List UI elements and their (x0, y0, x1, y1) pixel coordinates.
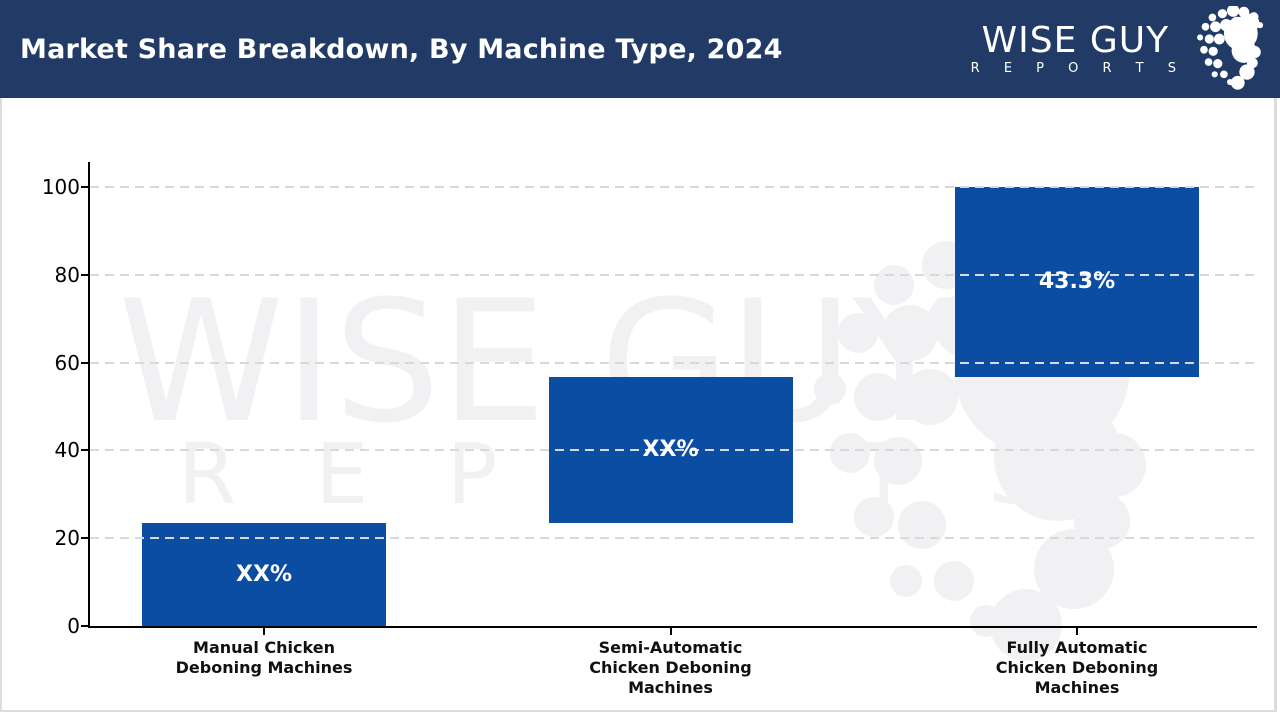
x-category-label-line: Machines (1034, 678, 1120, 697)
y-tick-label: 40 (54, 438, 80, 463)
x-category-label-line: Semi-Automatic (598, 638, 743, 657)
gridline (90, 273, 1257, 276)
x-category-label-line: Machines (628, 678, 713, 697)
y-tick-mark (81, 625, 89, 627)
page-title: Market Share Breakdown, By Machine Type,… (20, 33, 783, 65)
bar-value-label: 43.3% (1038, 269, 1116, 295)
x-category-label-line: Manual Chicken (193, 638, 335, 657)
y-tick-mark (81, 273, 89, 276)
bar (955, 187, 1199, 378)
x-category-label-line: Deboning Machines (175, 658, 353, 677)
gridline (90, 361, 1257, 364)
gridline (90, 186, 1257, 188)
x-category-label-line: Fully Automatic (1006, 638, 1148, 657)
y-tick-mark (81, 537, 89, 540)
logo-text: WISE GUY R E P O R T S (965, 22, 1186, 76)
bar-value-label: XX% (236, 561, 292, 587)
gridline (90, 537, 1257, 540)
logo-wordmark: WISE GUY (981, 20, 1170, 62)
y-tick-label: 0 (67, 614, 80, 638)
x-tick-mark (1076, 628, 1078, 635)
x-axis (88, 626, 1257, 628)
bar (142, 523, 386, 626)
x-tick-mark (669, 628, 672, 635)
x-category-label: Manual Chicken Deboning Machines (104, 638, 424, 678)
gridline (90, 449, 1257, 452)
y-axis (88, 162, 90, 628)
y-tick-label: 100 (41, 175, 80, 199)
y-tick-mark (81, 361, 89, 364)
header: Market Share Breakdown, By Machine Type,… (0, 0, 1280, 98)
x-category-label-line: Chicken Deboning (995, 658, 1159, 677)
x-category-label-line: Chicken Deboning (589, 658, 752, 677)
bar-value-label: XX% (642, 437, 699, 463)
x-category-label: Fully Automatic Chicken Deboning Machines (917, 638, 1237, 698)
y-tick-label: 80 (54, 262, 80, 287)
y-tick-label: 60 (54, 350, 80, 375)
y-tick-label: 20 (54, 526, 80, 551)
x-category-label: Semi-Automatic Chicken Deboning Machines (511, 638, 831, 698)
y-tick-mark (81, 449, 89, 452)
x-tick-mark (263, 628, 265, 635)
y-tick-mark (81, 186, 89, 188)
logo-subtext: R E P O R T S (970, 60, 1186, 76)
logo-head-icon (1197, 6, 1264, 90)
logo: WISE GUY R E P O R T S (965, 6, 1266, 92)
